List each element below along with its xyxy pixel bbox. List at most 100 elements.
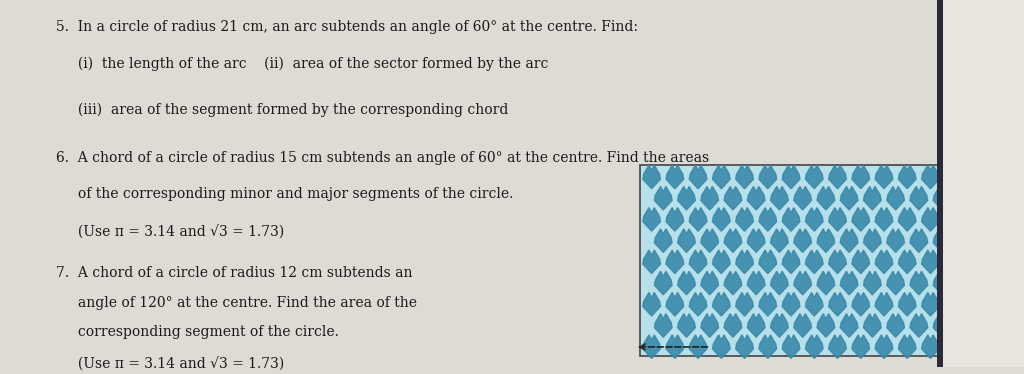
Polygon shape <box>748 271 765 295</box>
Polygon shape <box>852 208 869 231</box>
Polygon shape <box>910 229 928 252</box>
Polygon shape <box>735 292 754 316</box>
Polygon shape <box>841 314 858 337</box>
Polygon shape <box>828 335 847 358</box>
Polygon shape <box>863 229 882 252</box>
Polygon shape <box>643 292 660 316</box>
Polygon shape <box>700 186 719 210</box>
Polygon shape <box>898 250 916 274</box>
Polygon shape <box>922 165 939 189</box>
Polygon shape <box>771 271 788 295</box>
Polygon shape <box>713 292 730 316</box>
Polygon shape <box>735 335 754 358</box>
Polygon shape <box>771 229 788 252</box>
Polygon shape <box>887 229 904 252</box>
Polygon shape <box>654 186 672 210</box>
Polygon shape <box>700 271 719 295</box>
Text: angle of 120° at the centre. Find the area of the: angle of 120° at the centre. Find the ar… <box>56 295 418 310</box>
Text: (Use π = 3.14 and √3 = 1.73): (Use π = 3.14 and √3 = 1.73) <box>56 226 285 240</box>
Polygon shape <box>782 165 800 189</box>
Polygon shape <box>678 271 695 295</box>
Polygon shape <box>806 165 823 189</box>
Polygon shape <box>933 314 951 337</box>
Polygon shape <box>748 229 765 252</box>
Polygon shape <box>841 271 858 295</box>
Polygon shape <box>806 208 823 231</box>
Polygon shape <box>898 208 916 231</box>
Polygon shape <box>876 208 893 231</box>
Polygon shape <box>654 314 672 337</box>
Polygon shape <box>666 208 684 231</box>
Text: 5.  In a circle of radius 21 cm, an arc subtends an angle of 60° at the centre. : 5. In a circle of radius 21 cm, an arc s… <box>56 20 638 34</box>
Polygon shape <box>794 271 811 295</box>
Polygon shape <box>735 165 754 189</box>
Polygon shape <box>922 208 939 231</box>
Polygon shape <box>759 250 776 274</box>
Polygon shape <box>666 165 684 189</box>
Polygon shape <box>817 229 835 252</box>
Polygon shape <box>643 250 660 274</box>
Polygon shape <box>898 292 916 316</box>
Polygon shape <box>852 335 869 358</box>
Polygon shape <box>782 208 800 231</box>
Bar <box>937 0 943 367</box>
Polygon shape <box>852 165 869 189</box>
Polygon shape <box>806 292 823 316</box>
Polygon shape <box>910 314 928 337</box>
Text: of the corresponding minor and major segments of the circle.: of the corresponding minor and major seg… <box>56 187 514 201</box>
Text: 6.  A chord of a circle of radius 15 cm subtends an angle of 60° at the centre. : 6. A chord of a circle of radius 15 cm s… <box>56 150 710 165</box>
Polygon shape <box>876 292 893 316</box>
Polygon shape <box>759 165 776 189</box>
Text: 7.  A chord of a circle of radius 12 cm subtends an: 7. A chord of a circle of radius 12 cm s… <box>56 266 413 280</box>
Polygon shape <box>689 208 707 231</box>
Polygon shape <box>643 335 660 358</box>
Polygon shape <box>724 271 741 295</box>
Polygon shape <box>713 165 730 189</box>
Polygon shape <box>771 314 788 337</box>
Polygon shape <box>782 292 800 316</box>
Polygon shape <box>666 250 684 274</box>
Polygon shape <box>817 186 835 210</box>
Polygon shape <box>735 250 754 274</box>
Polygon shape <box>643 165 660 189</box>
Text: (Use π = 3.14 and √3 = 1.73): (Use π = 3.14 and √3 = 1.73) <box>56 358 285 372</box>
Polygon shape <box>794 186 811 210</box>
Polygon shape <box>689 292 707 316</box>
Polygon shape <box>771 186 788 210</box>
Polygon shape <box>922 250 939 274</box>
Polygon shape <box>910 186 928 210</box>
Polygon shape <box>863 186 882 210</box>
Polygon shape <box>724 229 741 252</box>
Polygon shape <box>806 250 823 274</box>
Polygon shape <box>910 271 928 295</box>
Polygon shape <box>876 335 893 358</box>
Text: corresponding segment of the circle.: corresponding segment of the circle. <box>56 325 339 339</box>
Polygon shape <box>724 314 741 337</box>
Polygon shape <box>863 314 882 337</box>
Polygon shape <box>841 186 858 210</box>
Polygon shape <box>922 335 939 358</box>
Polygon shape <box>828 165 847 189</box>
Polygon shape <box>817 271 835 295</box>
Polygon shape <box>887 186 904 210</box>
Polygon shape <box>678 186 695 210</box>
Text: 13: 13 <box>968 48 988 62</box>
Polygon shape <box>689 165 707 189</box>
Polygon shape <box>713 250 730 274</box>
Polygon shape <box>852 292 869 316</box>
Polygon shape <box>678 229 695 252</box>
Polygon shape <box>759 335 776 358</box>
Polygon shape <box>806 335 823 358</box>
Polygon shape <box>817 314 835 337</box>
Polygon shape <box>713 208 730 231</box>
Polygon shape <box>794 314 811 337</box>
Bar <box>943 0 1024 367</box>
Polygon shape <box>724 186 741 210</box>
Polygon shape <box>876 250 893 274</box>
Polygon shape <box>887 271 904 295</box>
Polygon shape <box>654 229 672 252</box>
Polygon shape <box>700 314 719 337</box>
Polygon shape <box>700 229 719 252</box>
Polygon shape <box>782 250 800 274</box>
Polygon shape <box>678 314 695 337</box>
